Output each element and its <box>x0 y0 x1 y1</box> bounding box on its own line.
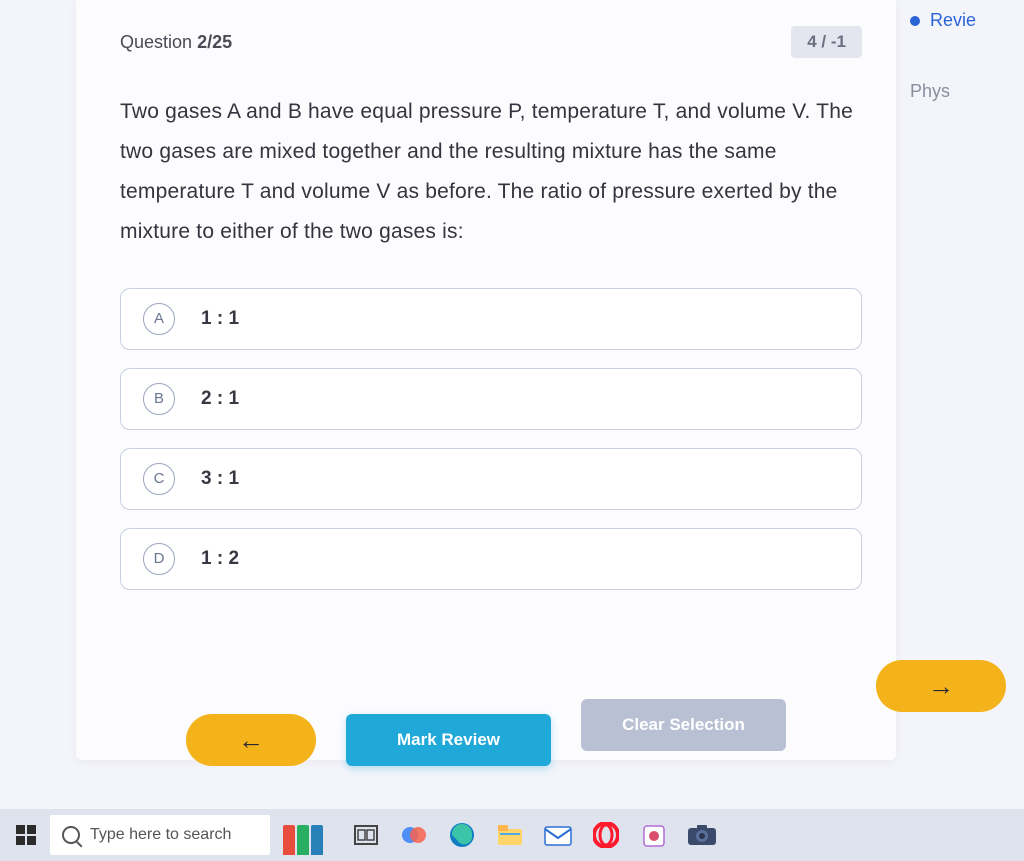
option-c[interactable]: C 3 : 1 <box>120 448 862 510</box>
app-icon[interactable] <box>634 815 674 855</box>
question-card: Question 2/25 4 / -1 Two gases A and B h… <box>76 0 896 760</box>
option-a[interactable]: A 1 : 1 <box>120 288 862 350</box>
search-placeholder: Type here to search <box>90 826 231 844</box>
search-box[interactable]: Type here to search <box>50 815 270 855</box>
mail-icon[interactable] <box>538 815 578 855</box>
option-d[interactable]: D 1 : 2 <box>120 528 862 590</box>
mark-review-button[interactable]: Mark Review <box>346 714 551 766</box>
side-panel: Revie Phys <box>910 10 1024 102</box>
screen: Question 2/25 4 / -1 Two gases A and B h… <box>0 0 1024 861</box>
copilot-icon[interactable] <box>394 815 434 855</box>
clear-selection-button[interactable]: Clear Selection <box>581 699 786 751</box>
arrow-right-icon: → <box>928 671 954 702</box>
option-text: 1 : 2 <box>201 548 239 570</box>
start-button[interactable] <box>8 817 44 853</box>
review-label: Revie <box>930 10 976 31</box>
edge-icon[interactable] <box>442 815 482 855</box>
question-header: Question 2/25 4 / -1 <box>120 26 862 58</box>
next-button[interactable]: → <box>876 660 1006 712</box>
option-letter: A <box>143 303 175 335</box>
opera-icon[interactable] <box>586 815 626 855</box>
option-text: 2 : 1 <box>201 388 239 410</box>
question-number: Question 2/25 <box>120 32 232 53</box>
review-link[interactable]: Revie <box>910 10 1024 31</box>
option-letter: C <box>143 463 175 495</box>
prev-button[interactable]: ← <box>186 714 316 766</box>
paint-app-icon[interactable] <box>276 815 330 855</box>
arrow-left-icon: ← <box>238 725 264 756</box>
subject-label: Phys <box>910 81 1024 102</box>
windows-icon <box>16 825 36 845</box>
task-view-icon[interactable] <box>346 815 386 855</box>
taskbar-icons <box>346 815 722 855</box>
option-letter: B <box>143 383 175 415</box>
marks-badge: 4 / -1 <box>791 26 862 58</box>
option-letter: D <box>143 543 175 575</box>
search-icon <box>62 826 80 844</box>
action-bar: ← Mark Review Clear Selection → <box>76 700 996 780</box>
taskbar: Type here to search <box>0 809 1024 861</box>
question-label: Question <box>120 32 192 52</box>
option-b[interactable]: B 2 : 1 <box>120 368 862 430</box>
option-text: 3 : 1 <box>201 468 239 490</box>
option-text: 1 : 1 <box>201 308 239 330</box>
file-explorer-icon[interactable] <box>490 815 530 855</box>
question-text: Two gases A and B have equal pressure P,… <box>120 92 862 252</box>
question-index: 2/25 <box>197 32 232 52</box>
camera-icon[interactable] <box>682 815 722 855</box>
